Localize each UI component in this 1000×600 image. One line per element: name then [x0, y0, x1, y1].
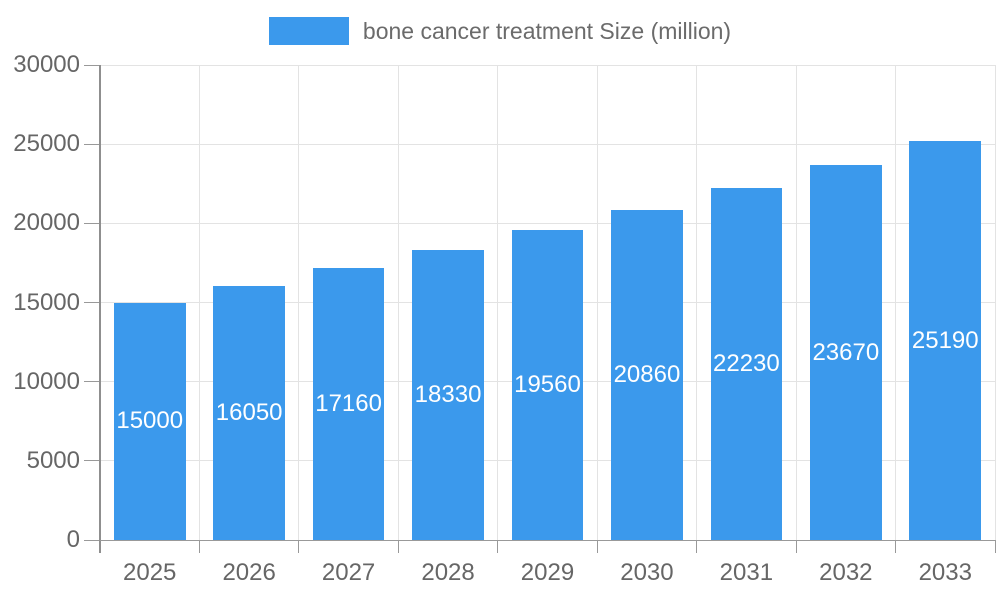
- y-gridline: [100, 143, 995, 145]
- x-gridline: [696, 65, 698, 540]
- y-tick-label: 25000: [13, 130, 80, 158]
- y-tick-label: 0: [66, 526, 80, 553]
- bar-value-label: 20860: [613, 360, 681, 388]
- bar-value-label: 18330: [414, 380, 482, 408]
- x-tick-label: 2026: [222, 559, 276, 586]
- y-axis-tick: [84, 460, 100, 462]
- y-axis-tick: [84, 539, 100, 541]
- x-tick-label: 2033: [918, 559, 972, 586]
- bar-value-label: 19560: [514, 371, 581, 399]
- y-axis-tick: [84, 381, 100, 383]
- x-tick-label: 2028: [421, 559, 475, 586]
- x-tick-label: 2027: [321, 559, 376, 586]
- y-axis-tick: [84, 143, 100, 145]
- x-axis-tick: [298, 540, 300, 553]
- x-axis-tick: [994, 540, 996, 553]
- y-tick-label: 20000: [13, 209, 80, 237]
- bar-value-label: 17160: [315, 390, 382, 418]
- bar[interactable]: [909, 141, 982, 540]
- x-gridline: [497, 65, 499, 540]
- x-gridline: [994, 65, 996, 540]
- legend-label: bone cancer treatment Size (million): [362, 17, 732, 44]
- x-gridline: [298, 65, 300, 540]
- bar-value-label: 16050: [215, 398, 283, 426]
- x-tick-label: 2031: [719, 559, 774, 586]
- x-tick-label: 2030: [620, 559, 674, 586]
- bar[interactable]: [710, 188, 783, 540]
- x-tick-label: 2032: [819, 559, 873, 586]
- x-tick-label: 2025: [123, 559, 177, 586]
- bar[interactable]: [412, 249, 484, 540]
- y-tick-label: 5000: [26, 446, 80, 474]
- y-tick-label: 30000: [13, 51, 80, 78]
- x-axis-tick: [397, 540, 399, 553]
- x-axis-tick: [895, 540, 897, 553]
- bar-value-label: 23670: [812, 338, 880, 366]
- bar[interactable]: [810, 165, 882, 540]
- x-gridline: [596, 65, 598, 540]
- y-axis-tick: [84, 64, 100, 66]
- bar[interactable]: [213, 285, 285, 540]
- y-gridline: [100, 64, 995, 66]
- x-axis-tick: [596, 540, 598, 553]
- x-tick-label: 2029: [520, 559, 575, 586]
- x-gridline: [795, 65, 797, 540]
- x-axis-tick: [696, 540, 698, 553]
- x-gridline: [895, 65, 897, 540]
- bar[interactable]: [312, 268, 385, 540]
- x-gridline: [198, 65, 200, 540]
- bar-value-label: 22230: [713, 350, 780, 377]
- bar[interactable]: [511, 230, 584, 540]
- x-axis-tick: [795, 540, 797, 553]
- bar-value-label: 25190: [911, 326, 979, 354]
- x-axis-tick: [497, 540, 499, 553]
- bar[interactable]: [113, 302, 186, 540]
- y-tick-label: 10000: [13, 367, 80, 395]
- y-axis-tick: [84, 302, 100, 303]
- bar-value-label: 15000: [116, 407, 184, 435]
- x-axis-line: [100, 539, 995, 541]
- x-gridline: [397, 65, 399, 540]
- chart-legend[interactable]: bone cancer treatment Size (million): [0, 17, 1000, 45]
- y-tick-label: 15000: [13, 288, 80, 316]
- x-axis-tick: [198, 540, 200, 553]
- y-axis-tick: [84, 222, 100, 224]
- legend-swatch: [268, 17, 349, 45]
- bar[interactable]: [611, 209, 683, 540]
- y-gridline: [100, 222, 995, 224]
- y-axis-line: [99, 65, 101, 553]
